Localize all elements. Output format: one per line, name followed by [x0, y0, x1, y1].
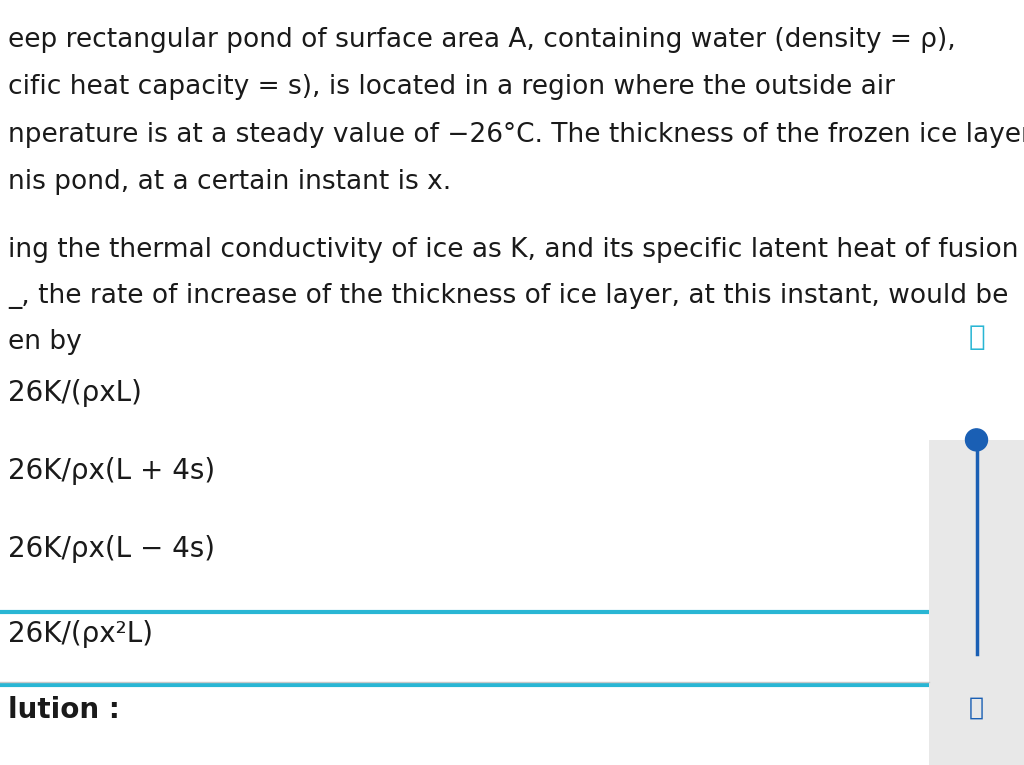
Circle shape	[966, 429, 987, 451]
Text: 🔔: 🔔	[968, 323, 985, 350]
Text: nperature is at a steady value of −26°C. The thickness of the frozen ice layer: nperature is at a steady value of −26°C.…	[8, 122, 1024, 148]
Text: 26K/ρx(L − 4s): 26K/ρx(L − 4s)	[8, 535, 215, 563]
Text: 26K/(ρxL): 26K/(ρxL)	[8, 379, 142, 407]
Text: eep rectangular pond of surface area A, containing water (density = ρ),: eep rectangular pond of surface area A, …	[8, 27, 955, 53]
Text: ing the thermal conductivity of ice as K, and its specific latent heat of fusion: ing the thermal conductivity of ice as K…	[8, 237, 1019, 263]
Text: 26K/ρx(L + 4s): 26K/ρx(L + 4s)	[8, 457, 215, 485]
Text: cific heat capacity = s), is located in a region where the outside air: cific heat capacity = s), is located in …	[8, 74, 895, 100]
Bar	[929, 0, 1024, 440]
Text: _, the rate of increase of the thickness of ice layer, at this instant, would be: _, the rate of increase of the thickness…	[8, 283, 1009, 309]
Bar	[929, 0, 1024, 765]
Text: 🎵: 🎵	[969, 695, 984, 720]
Text: 26K/(ρx²L): 26K/(ρx²L)	[8, 620, 153, 648]
Text: nis pond, at a certain instant is x.: nis pond, at a certain instant is x.	[8, 169, 452, 195]
Text: lution :: lution :	[8, 696, 120, 724]
Text: en by: en by	[8, 329, 82, 355]
